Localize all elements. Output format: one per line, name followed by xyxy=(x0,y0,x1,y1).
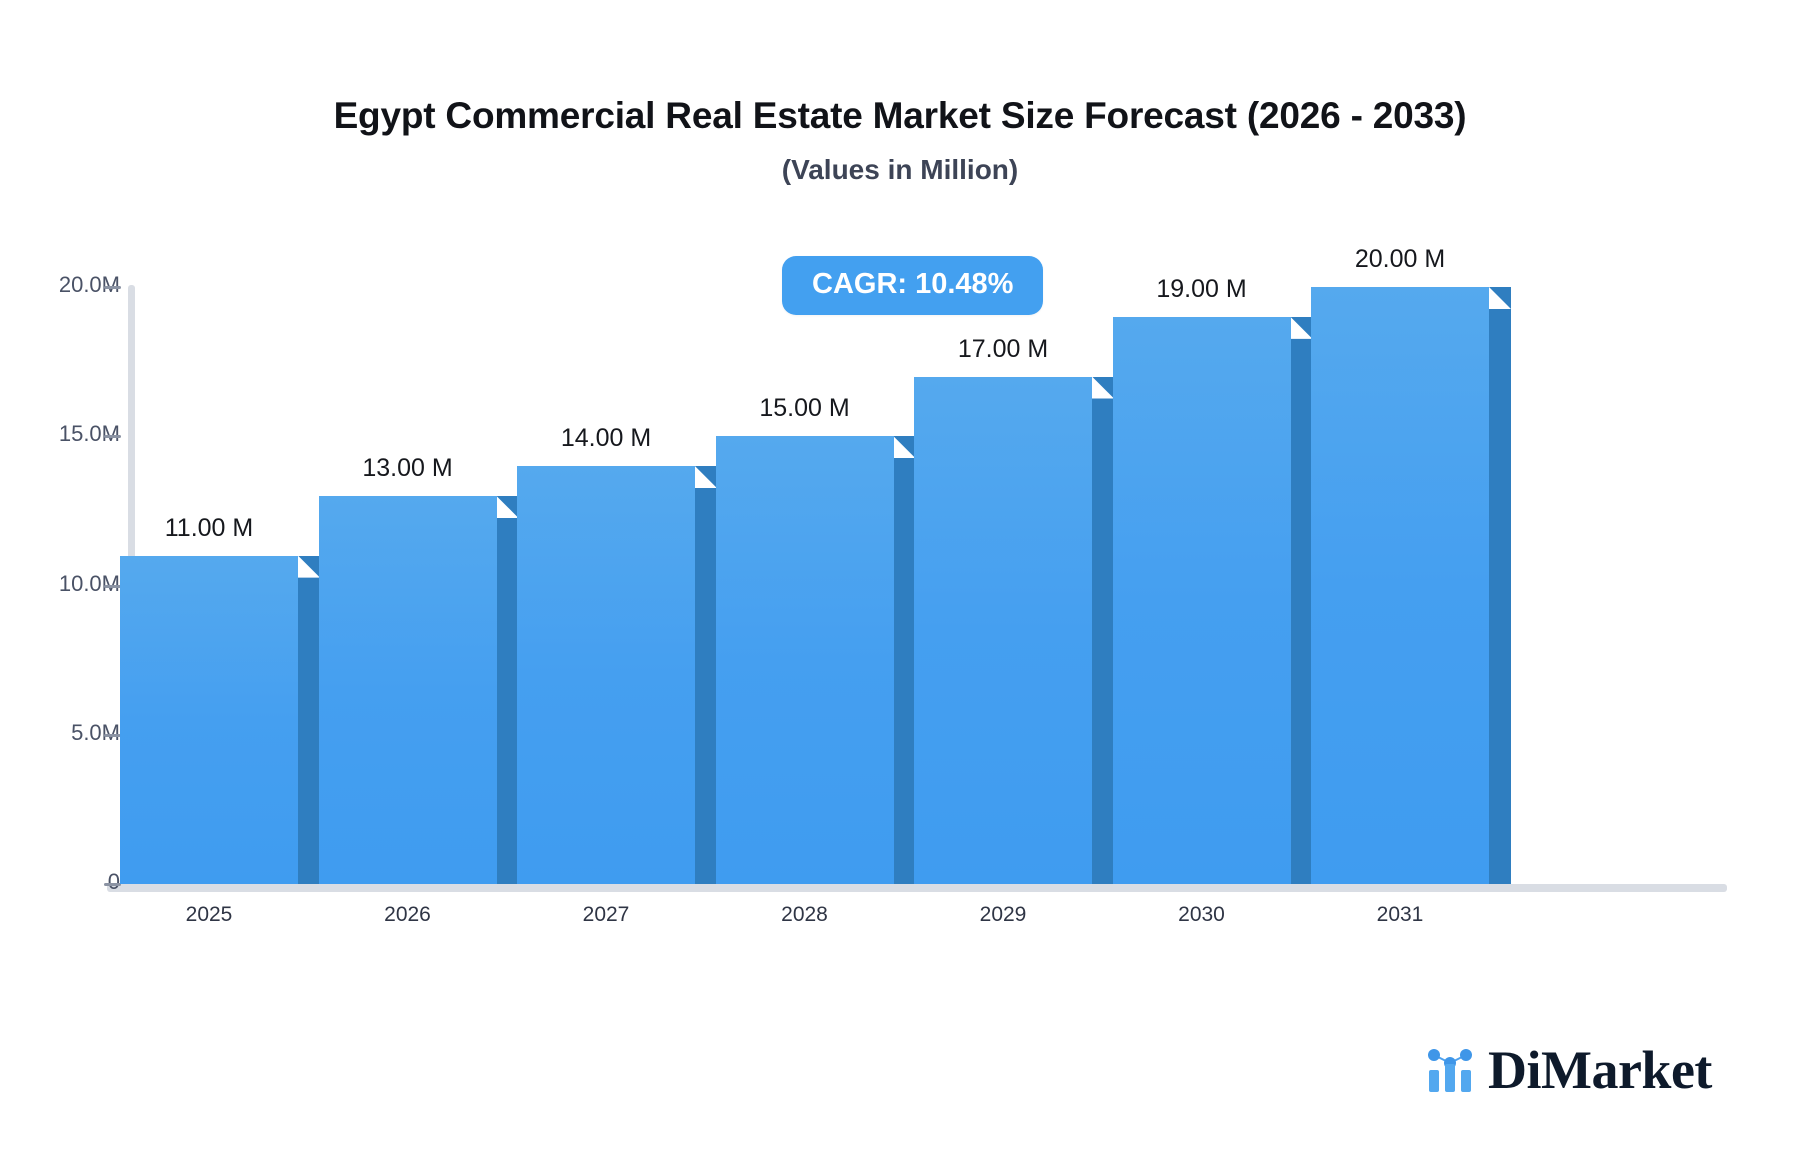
y-axis-tick-mark xyxy=(104,286,121,289)
bar-front-face xyxy=(318,495,497,884)
bar-value-label: 15.00 M xyxy=(759,394,850,423)
y-axis-tick-label: 15.0M xyxy=(58,421,120,447)
cagr-badge: CAGR: 10.48% xyxy=(782,256,1044,315)
bar-side-face xyxy=(298,555,320,884)
bar-front-face xyxy=(517,466,695,884)
x-axis-tick-label: 2028 xyxy=(781,903,828,926)
bar[interactable] xyxy=(1311,287,1511,884)
x-axis-tick-label: 2027 xyxy=(582,903,630,926)
bar[interactable] xyxy=(1112,316,1313,884)
bar-side-face xyxy=(1489,287,1511,884)
dimarket-logo: DiMarket xyxy=(1424,1043,1712,1097)
bar-chart-dots-icon xyxy=(1428,1049,1472,1092)
x-axis-line xyxy=(107,884,1727,892)
bar[interactable] xyxy=(120,555,320,884)
page-title: Egypt Commercial Real Estate Market Size… xyxy=(333,95,1467,136)
y-axis-tick-label: 0 xyxy=(107,869,120,894)
bar-front-face xyxy=(1112,316,1291,884)
bar[interactable] xyxy=(318,495,519,884)
bar-front-face xyxy=(914,376,1092,884)
bar-front-face xyxy=(1311,287,1489,884)
bar[interactable] xyxy=(715,436,916,884)
bar-side-face xyxy=(695,466,717,884)
y-axis-tick-label: 5.0M xyxy=(71,719,120,745)
bar-front-face xyxy=(120,555,298,884)
bar-value-label: 17.00 M xyxy=(957,334,1049,363)
logo-text: DiMarket xyxy=(1488,1040,1712,1100)
bar-side-face xyxy=(1092,376,1114,884)
x-axis-tick-label: 2031 xyxy=(1376,903,1424,926)
bar-value-label: 20.00 M xyxy=(1354,245,1446,273)
y-axis-tick-mark xyxy=(104,883,121,886)
y-axis-tick-label: 10.0M xyxy=(58,570,120,596)
y-axis-tick-mark xyxy=(104,733,121,737)
x-axis-tick-label: 2025 xyxy=(185,903,233,926)
bar-value-label: 13.00 M xyxy=(362,453,453,482)
y-axis-tick-mark xyxy=(104,435,121,439)
bar-side-face xyxy=(496,495,519,884)
x-axis-tick-label: 2026 xyxy=(384,903,431,926)
bar[interactable] xyxy=(517,466,717,884)
chart-subtitle: (Values in Million) xyxy=(781,153,1019,185)
bar[interactable] xyxy=(914,376,1114,884)
bar-value-label: 19.00 M xyxy=(1156,274,1247,303)
bar-front-face xyxy=(715,436,894,884)
y-axis-tick-label: 20.0M xyxy=(58,272,120,297)
x-axis-tick-label: 2029 xyxy=(979,903,1027,926)
bar-value-label: 14.00 M xyxy=(560,424,652,453)
bar-side-face xyxy=(893,436,916,884)
x-axis-tick-label: 2030 xyxy=(1178,903,1225,926)
bar-side-face xyxy=(1290,316,1313,884)
y-axis-tick-mark xyxy=(104,584,121,588)
title-block: Egypt Commercial Real Estate Market Size… xyxy=(0,95,1800,185)
bar-value-label: 11.00 M xyxy=(164,513,254,542)
